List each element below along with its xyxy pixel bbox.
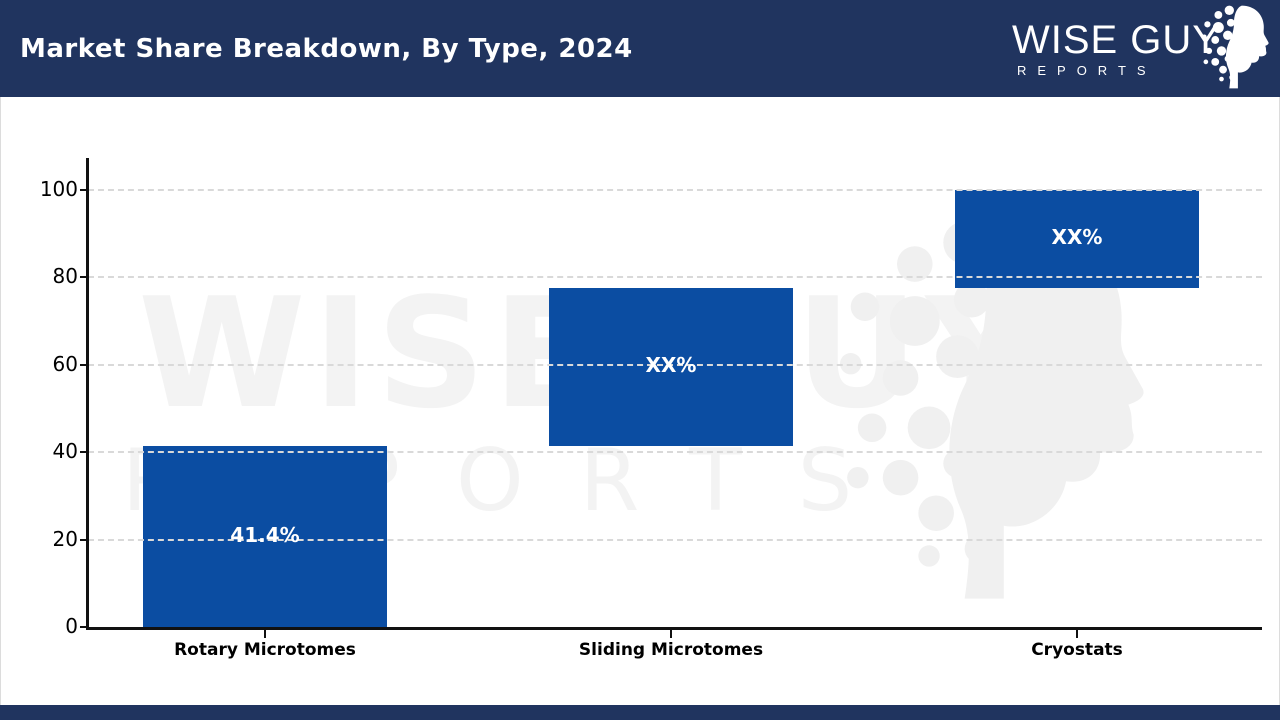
- y-tick-mark: [80, 538, 88, 541]
- y-tick-mark: [80, 363, 88, 366]
- y-axis-tick-label: 0: [65, 614, 78, 638]
- head-profile-icon: [1194, 4, 1274, 90]
- brand-logo-text: WISE GUY REPORTS: [1012, 20, 1220, 78]
- brand-name: WISE GUY: [1011, 18, 1220, 62]
- y-tick-mark: [80, 276, 88, 279]
- y-axis-tick-label: 40: [52, 439, 78, 464]
- x-axis-line: [88, 627, 1262, 630]
- header-bar: Market Share Breakdown, By Type, 2024 WI…: [0, 0, 1280, 97]
- y-axis-line: [86, 158, 89, 630]
- left-border-line: [0, 97, 1, 705]
- y-tick-mark: [80, 626, 88, 628]
- y-gridline: [88, 189, 1262, 191]
- brand-logo: WISE GUY REPORTS: [1012, 4, 1274, 94]
- bar-value-label: XX%: [1051, 224, 1103, 249]
- y-axis-tick-label: 80: [52, 264, 78, 289]
- x-tick-mark: [264, 630, 266, 638]
- footer-bar: [0, 705, 1280, 720]
- y-tick-mark: [80, 189, 88, 191]
- bar-value-label: 41.4%: [230, 522, 300, 547]
- x-tick-mark: [670, 630, 672, 638]
- y-gridline: [88, 538, 1262, 541]
- y-axis-tick-label: 60: [52, 351, 78, 376]
- y-gridline: [88, 276, 1262, 279]
- bar-1: [143, 446, 387, 627]
- y-axis-tick-label: 100: [39, 177, 78, 201]
- bar-value-label: XX%: [645, 352, 697, 377]
- y-gridline: [88, 451, 1262, 454]
- brand-subtitle: REPORTS: [1016, 63, 1157, 78]
- x-axis-category-label: Rotary Microtomes: [174, 640, 356, 660]
- page-title: Market Share Breakdown, By Type, 2024: [20, 33, 633, 64]
- bar-2: [549, 287, 793, 447]
- y-axis-tick-label: 20: [52, 526, 78, 551]
- x-axis-category-label: Sliding Microtomes: [578, 640, 764, 660]
- bar-3: [955, 190, 1199, 288]
- x-axis-category-label: Cryostats: [1031, 640, 1123, 660]
- y-gridline: [88, 363, 1262, 366]
- y-tick-mark: [80, 451, 88, 454]
- x-tick-mark: [1076, 630, 1078, 638]
